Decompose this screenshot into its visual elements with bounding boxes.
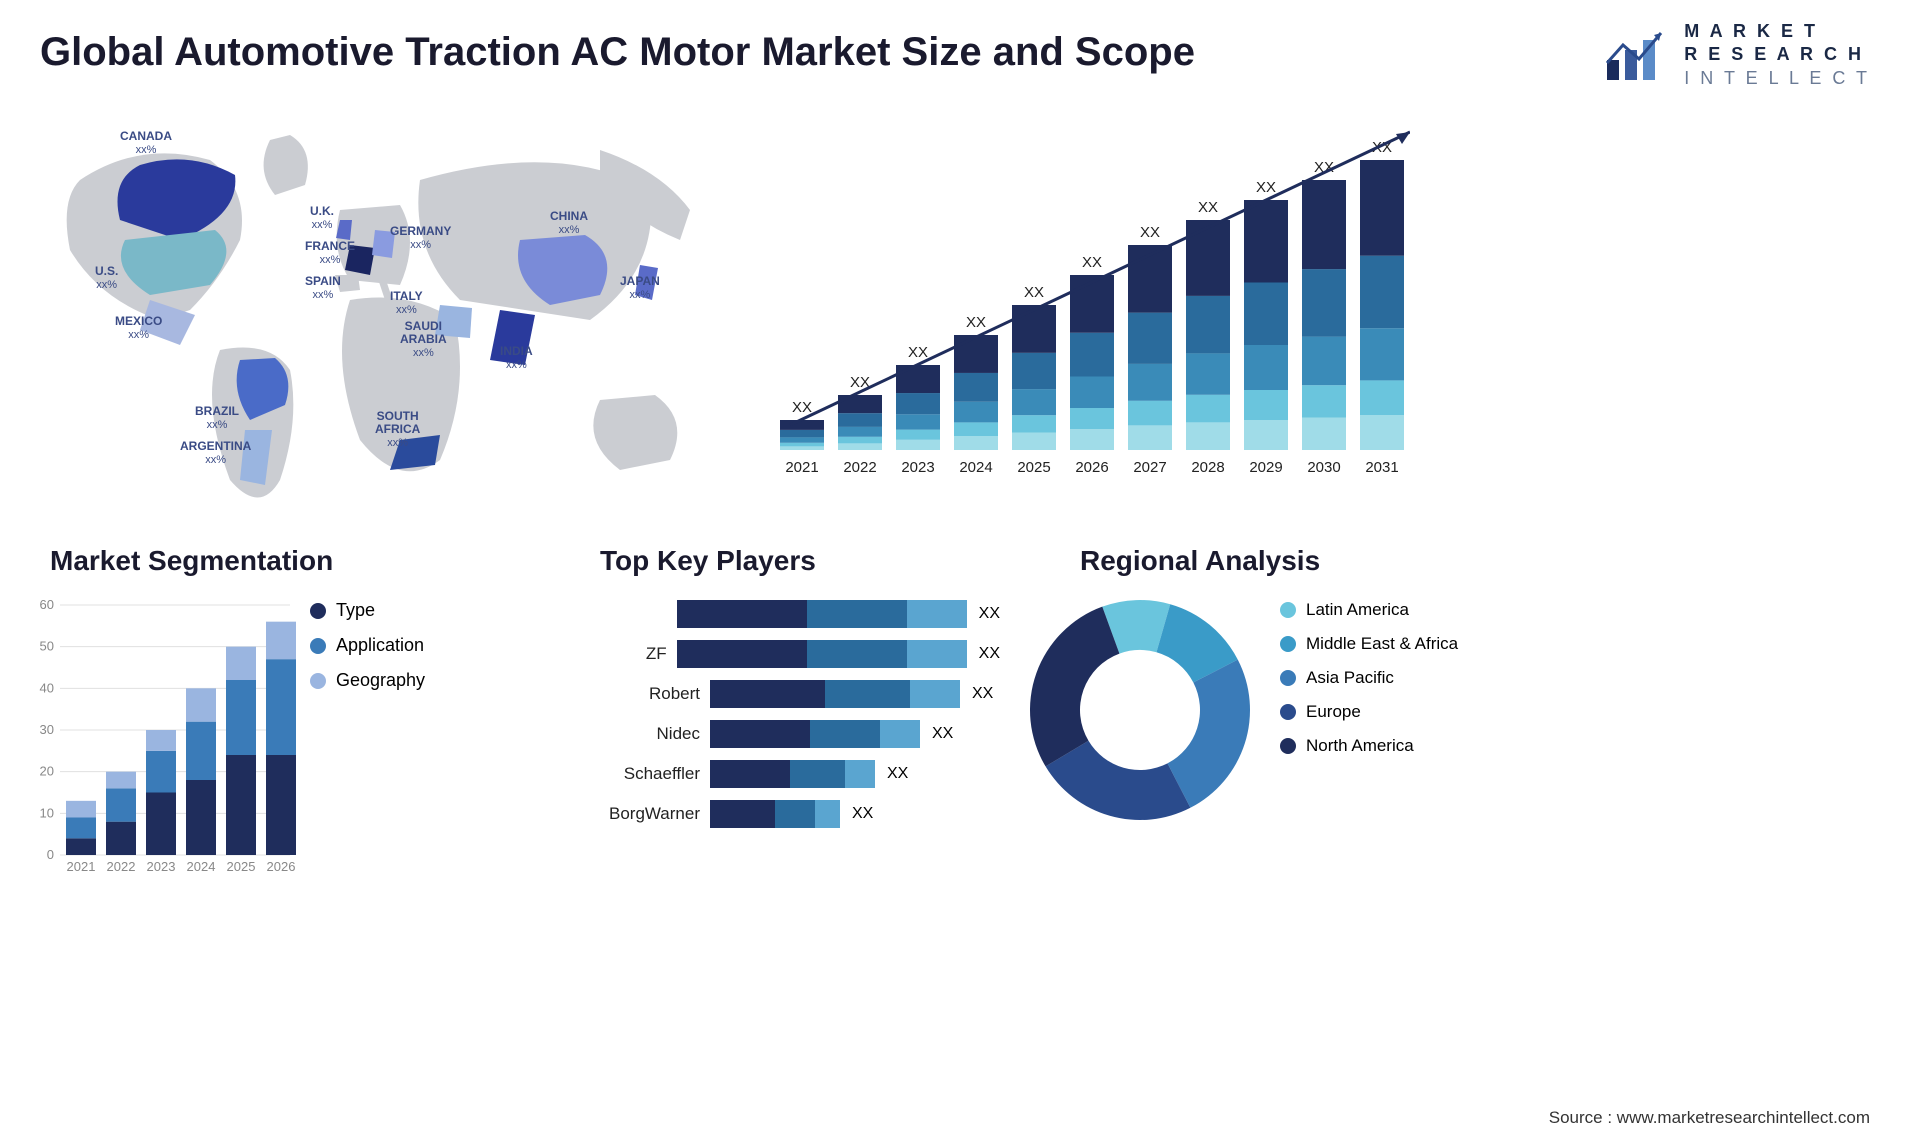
map-label-mexico: MEXICOxx% — [115, 315, 162, 341]
player-row: ZFXX — [600, 640, 1000, 668]
player-row: NidecXX — [600, 720, 1000, 748]
svg-text:0: 0 — [47, 847, 54, 862]
map-label-saudi-arabia: SAUDIARABIAxx% — [400, 320, 447, 360]
map-label-u.s.: U.S.xx% — [95, 265, 118, 291]
player-row: XX — [600, 600, 1000, 628]
svg-text:2031: 2031 — [1365, 459, 1398, 476]
svg-text:XX: XX — [966, 314, 986, 331]
map-label-south-africa: SOUTHAFRICAxx% — [375, 410, 420, 450]
svg-text:60: 60 — [40, 597, 54, 612]
svg-text:30: 30 — [40, 722, 54, 737]
svg-text:2021: 2021 — [785, 459, 818, 476]
svg-text:2025: 2025 — [1017, 459, 1050, 476]
player-row: RobertXX — [600, 680, 1000, 708]
svg-text:40: 40 — [40, 680, 54, 695]
svg-text:2022: 2022 — [107, 859, 136, 874]
svg-text:2026: 2026 — [267, 859, 296, 874]
svg-text:10: 10 — [40, 805, 54, 820]
svg-text:XX: XX — [1198, 199, 1218, 216]
svg-text:50: 50 — [40, 639, 54, 654]
region-legend-middle-east-africa: Middle East & Africa — [1280, 634, 1458, 654]
segmentation-legend: Type Application Geography — [310, 600, 425, 705]
regional-donut — [1020, 590, 1260, 830]
brand-logo: M A R K E T R E S E A R C H I N T E L L … — [1599, 20, 1870, 90]
player-row: BorgWarnerXX — [600, 800, 1000, 828]
players-chart: XX ZFXX RobertXX NidecXX SchaefflerXX BorgWar… — [600, 600, 1000, 840]
world-map: CANADAxx% U.S.xx% MEXICOxx% BRAZILxx% ARGENT… — [40, 120, 720, 520]
svg-text:2029: 2029 — [1249, 459, 1282, 476]
svg-text:2022: 2022 — [843, 459, 876, 476]
region-legend-north-america: North America — [1280, 736, 1458, 756]
map-label-argentina: ARGENTINAxx% — [180, 440, 251, 466]
source-text: Source : www.marketresearchintellect.com — [1549, 1108, 1870, 1128]
map-label-india: INDIAxx% — [500, 345, 533, 371]
svg-text:2023: 2023 — [901, 459, 934, 476]
svg-text:XX: XX — [792, 399, 812, 416]
map-label-france: FRANCExx% — [305, 240, 355, 266]
svg-text:2027: 2027 — [1133, 459, 1166, 476]
map-label-spain: SPAINxx% — [305, 275, 341, 301]
svg-text:XX: XX — [1256, 179, 1276, 196]
logo-text: M A R K E T R E S E A R C H I N T E L L … — [1684, 20, 1870, 90]
players-heading: Top Key Players — [600, 545, 816, 577]
page-title: Global Automotive Traction AC Motor Mark… — [40, 30, 1195, 75]
map-label-brazil: BRAZILxx% — [195, 405, 239, 431]
svg-text:2023: 2023 — [147, 859, 176, 874]
seg-legend-application: Application — [310, 635, 425, 656]
regional-legend: Latin America Middle East & Africa Asia Pa… — [1280, 600, 1458, 770]
svg-text:2024: 2024 — [959, 459, 992, 476]
svg-text:XX: XX — [1140, 224, 1160, 241]
svg-text:2026: 2026 — [1075, 459, 1108, 476]
map-label-u.k.: U.K.xx% — [310, 205, 334, 231]
svg-text:XX: XX — [1082, 254, 1102, 271]
svg-text:XX: XX — [908, 344, 928, 361]
svg-text:20: 20 — [40, 764, 54, 779]
segmentation-chart: 0 10 20 30 40 50 60 2021 2022 2023 2024 2025 2026 — [30, 595, 530, 885]
map-label-china: CHINAxx% — [550, 210, 588, 236]
region-legend-europe: Europe — [1280, 702, 1458, 722]
region-legend-latin-america: Latin America — [1280, 600, 1458, 620]
logo-icon — [1599, 25, 1669, 85]
map-label-japan: JAPANxx% — [620, 275, 660, 301]
region-legend-asia-pacific: Asia Pacific — [1280, 668, 1458, 688]
map-label-canada: CANADAxx% — [120, 130, 172, 156]
segmentation-heading: Market Segmentation — [50, 545, 333, 577]
svg-text:2025: 2025 — [227, 859, 256, 874]
svg-text:2030: 2030 — [1307, 459, 1340, 476]
map-label-italy: ITALYxx% — [390, 290, 423, 316]
seg-legend-type: Type — [310, 600, 425, 621]
growth-bar-chart: XX 2021 XX 2022 XX 2023 XX 2024 XX 2025 XX 2026 XX 20… — [770, 120, 1410, 500]
svg-text:2024: 2024 — [187, 859, 216, 874]
svg-text:XX: XX — [1024, 284, 1044, 301]
seg-legend-geography: Geography — [310, 670, 425, 691]
map-label-germany: GERMANYxx% — [390, 225, 451, 251]
player-row: SchaefflerXX — [600, 760, 1000, 788]
regional-heading: Regional Analysis — [1080, 545, 1320, 577]
svg-text:2028: 2028 — [1191, 459, 1224, 476]
svg-text:2021: 2021 — [67, 859, 96, 874]
